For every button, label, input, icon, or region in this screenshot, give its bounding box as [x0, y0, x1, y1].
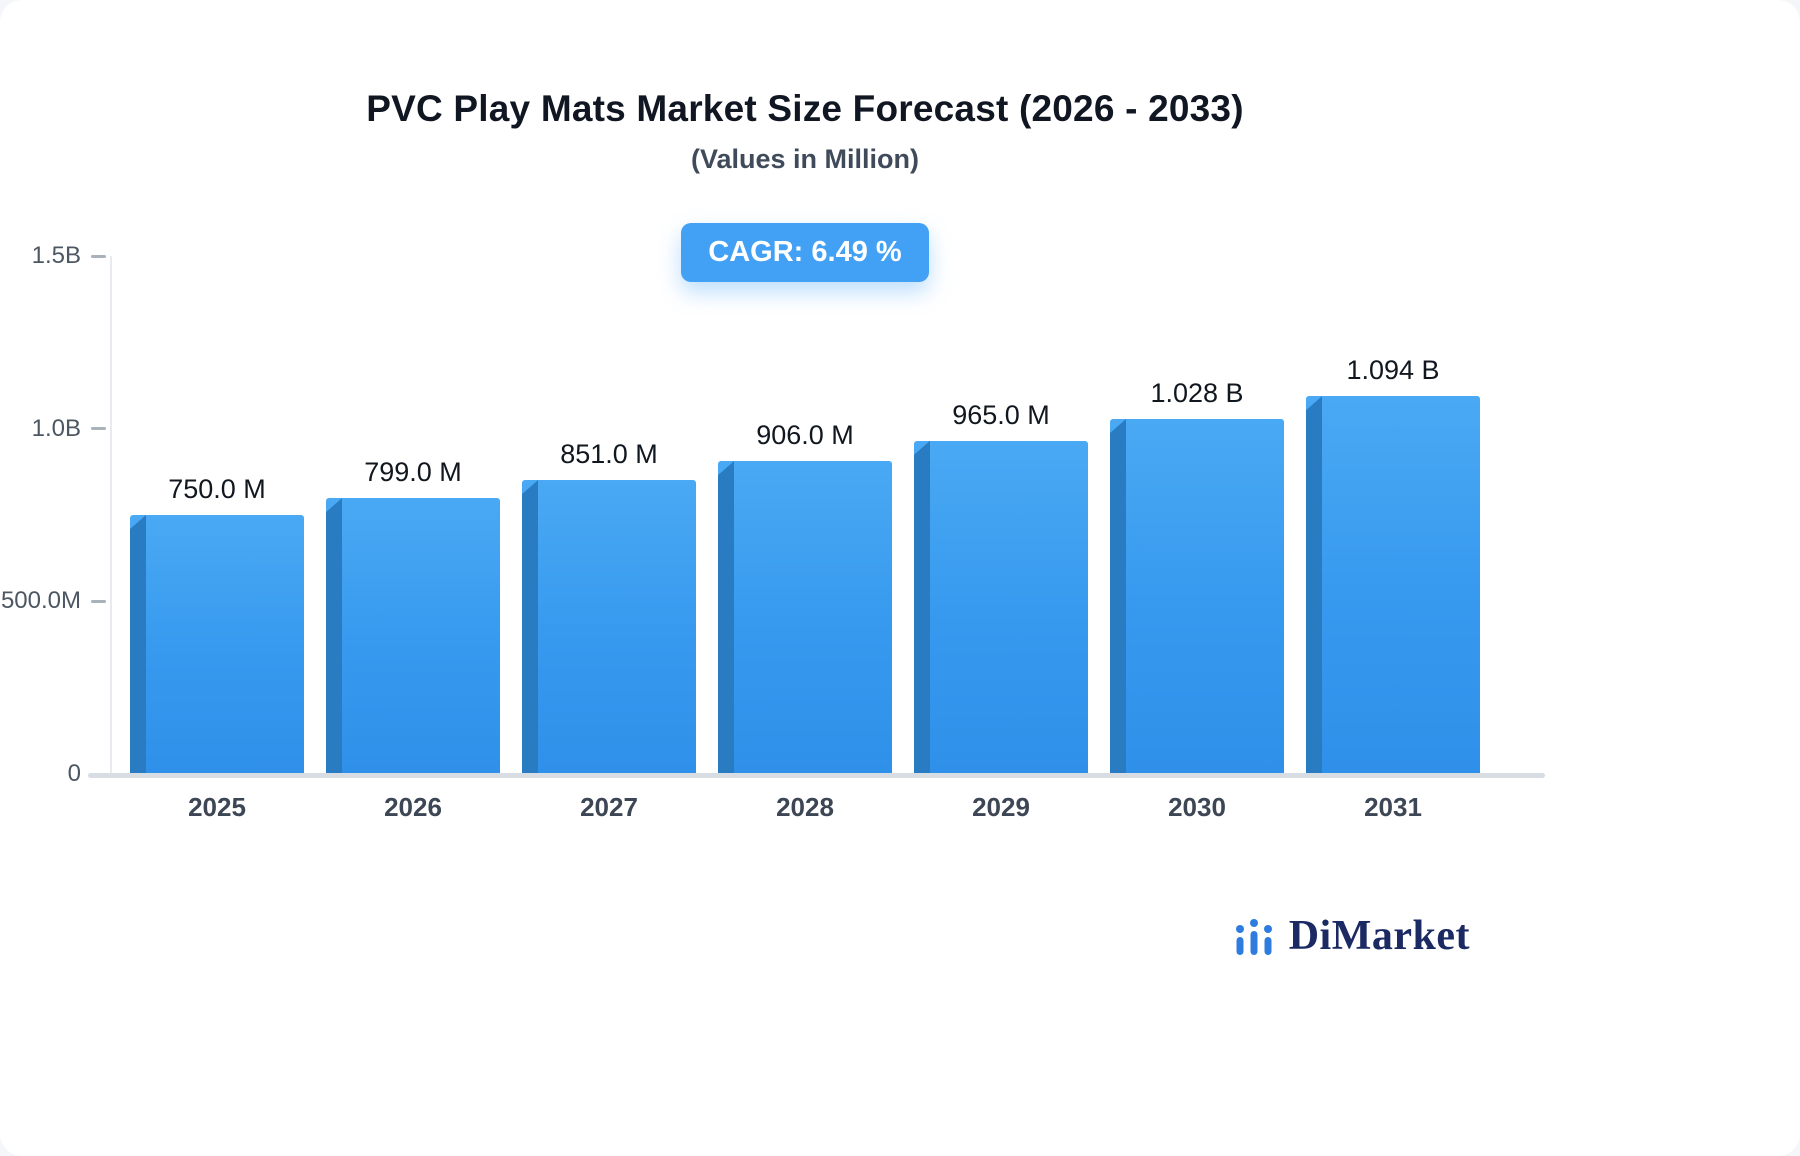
y-tick-label: 0 [67, 760, 81, 787]
y-tick: 500.0M [1, 587, 106, 615]
bar[interactable]: 965.0 M [914, 400, 1088, 774]
y-tick-mark [91, 772, 106, 776]
bar-value-label: 1.094 B [1346, 355, 1440, 386]
chart-header: PVC Play Mats Market Size Forecast (2026… [0, 88, 1610, 282]
bar[interactable]: 851.0 M [522, 439, 696, 774]
brand-logo: DiMarket [1231, 912, 1470, 960]
x-tick-label: 2031 [1364, 792, 1422, 822]
chart-title: PVC Play Mats Market Size Forecast (2026… [366, 88, 1244, 129]
bar-value-label: 1.028 B [1150, 378, 1244, 408]
bar-value-label: 851.0 M [560, 439, 658, 470]
x-tick-label: 2026 [384, 792, 442, 822]
bar[interactable]: 799.0 M [326, 457, 500, 774]
bar-value-label: 965.0 M [952, 399, 1050, 430]
bar-group: 1.094 B 2031 [1306, 256, 1480, 822]
dimarket-bars-icon [1235, 919, 1272, 955]
bar-group: 965.0 M 2029 [914, 256, 1088, 822]
x-tick-label: 2025 [188, 792, 246, 822]
y-tick: 0 [68, 760, 106, 788]
bar-value-label: 750.0 M [168, 474, 266, 504]
y-tick-mark [91, 254, 106, 258]
x-tick-label: 2029 [972, 792, 1030, 822]
bar-group: 851.0 M 2027 [522, 256, 696, 822]
bar-group: 750.0 M 2025 [130, 256, 304, 822]
y-tick-label: 500.0M [0, 587, 81, 615]
bar-group: 906.0 M 2028 [718, 256, 892, 822]
bar-group: 799.0 M 2026 [326, 256, 500, 822]
y-tick-mark [91, 599, 106, 603]
y-tick-label: 1.5B [31, 242, 81, 269]
y-tick-mark [91, 427, 106, 431]
chart-subtitle: (Values in Million) [690, 144, 920, 174]
bar[interactable]: 906.0 M [718, 420, 892, 774]
cagr-badge-row: CAGR: 6.49 % [0, 223, 1610, 282]
cagr-badge: CAGR: 6.49 % [681, 223, 929, 282]
bar-value-label: 906.0 M [756, 420, 854, 451]
bar-value-label: 799.0 M [364, 457, 462, 488]
bar[interactable]: 750.0 M [130, 474, 304, 774]
bar-chart: 1.5B 1.0B 500.0M 0 750.0 M 2025 799.0 M 2026 85… [1, 242, 1545, 822]
x-tick-label: 2030 [1168, 792, 1226, 822]
y-tick: 1.0B [32, 415, 106, 443]
bar-group: 1.028 B 2030 [1110, 256, 1284, 822]
bars: 750.0 M 2025 799.0 M 2026 851.0 M 2027 906.0 M… [110, 256, 1500, 822]
x-tick-label: 2028 [776, 792, 834, 822]
plot-area: 1.5B 1.0B 500.0M 0 750.0 M 2025 799.0 M 2026 85… [1, 242, 1545, 822]
chart-content: PVC Play Mats Market Size Forecast (2026… [0, 0, 1800, 774]
bar[interactable]: 1.094 B [1306, 355, 1480, 774]
y-axis: 1.5B 1.0B 500.0M 0 [0, 242, 110, 787]
bar[interactable]: 1.028 B [1110, 378, 1284, 774]
y-tick-label: 1.0B [31, 414, 81, 442]
y-tick: 1.5B [32, 242, 106, 270]
x-tick-label: 2027 [580, 792, 638, 822]
brand-logo-text: DiMarket [1288, 913, 1470, 959]
